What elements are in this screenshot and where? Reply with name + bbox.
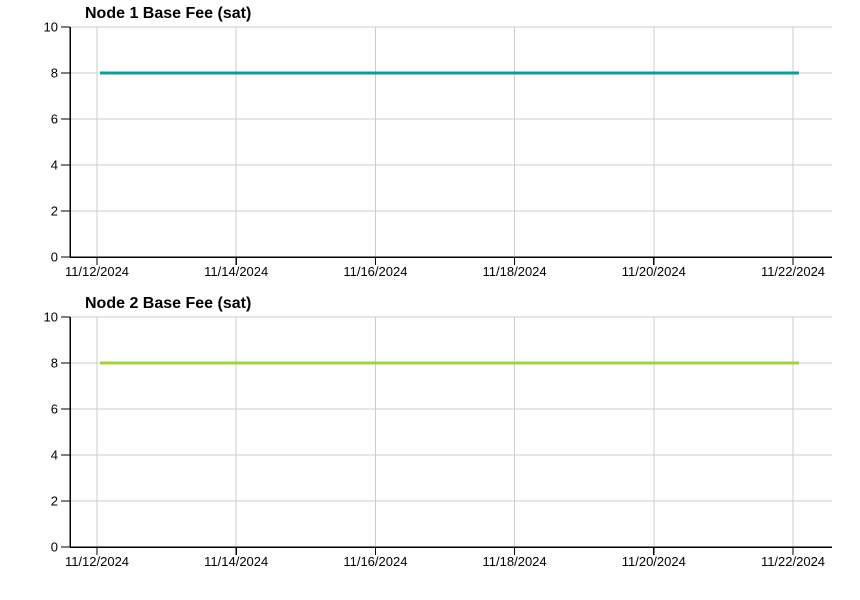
y-tick-label: 6 — [51, 402, 58, 417]
x-tick-label: 11/12/2024 — [65, 264, 129, 279]
x-tick-label: 11/12/2024 — [65, 554, 129, 569]
y-tick-label: 0 — [51, 540, 58, 555]
chart-node-1-base-fee: Node 1 Base Fee (sat) 0 2 4 6 8 10 11/12/2024 1… — [0, 0, 860, 290]
chart-title-node-1: Node 1 Base Fee (sat) — [85, 5, 252, 22]
x-tick-label: 11/20/2024 — [622, 554, 686, 569]
gridlines — [70, 316, 832, 547]
gridlines — [70, 26, 832, 257]
y-tick-label: 10 — [44, 20, 58, 35]
y-tick-label: 4 — [51, 448, 58, 463]
y-tick-label: 0 — [51, 250, 58, 265]
x-tick-label: 11/14/2024 — [204, 554, 268, 569]
y-tick-label: 2 — [51, 204, 58, 219]
y-tick-label: 6 — [51, 112, 58, 127]
x-tick-label: 11/16/2024 — [343, 554, 407, 569]
x-tick-label: 11/14/2024 — [204, 264, 268, 279]
axes — [61, 26, 832, 265]
y-tick-label: 2 — [51, 494, 58, 509]
chart-title-node-2: Node 2 Base Fee (sat) — [85, 295, 252, 312]
y-tick-label: 10 — [44, 310, 58, 325]
chart-canvas-node-1: 0 2 4 6 8 10 11/12/2024 11/14/2024 11/16/2024 11/… — [44, 20, 832, 280]
y-tick-label: 8 — [51, 356, 58, 371]
y-tick-label: 4 — [51, 158, 58, 173]
tick-labels: 0 2 4 6 8 10 11/12/2024 11/14/2024 11/16/2024 11/… — [44, 20, 826, 280]
tick-labels: 0 2 4 6 8 10 11/12/2024 11/14/2024 11/16/2024 11/… — [44, 310, 826, 570]
x-tick-label: 11/18/2024 — [483, 264, 547, 279]
y-tick-label: 8 — [51, 66, 58, 81]
x-tick-label: 11/16/2024 — [343, 264, 407, 279]
x-tick-label: 11/22/2024 — [761, 264, 825, 279]
x-tick-label: 11/18/2024 — [483, 554, 547, 569]
chart-node-2-base-fee: Node 2 Base Fee (sat) 0 2 4 6 8 10 11/12/2024 1… — [0, 290, 860, 580]
chart-canvas-node-2: 0 2 4 6 8 10 11/12/2024 11/14/2024 11/16/2024 11/… — [44, 310, 832, 570]
axes — [61, 316, 832, 555]
x-tick-label: 11/22/2024 — [761, 554, 825, 569]
x-tick-label: 11/20/2024 — [622, 264, 686, 279]
